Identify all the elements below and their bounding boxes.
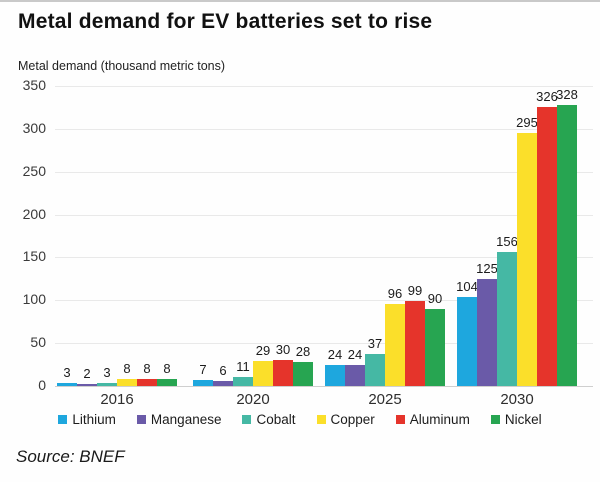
- bar-cobalt-2030: [497, 252, 517, 386]
- legend-item-aluminum: Aluminum: [395, 412, 470, 427]
- bar-value-label: 99: [407, 283, 423, 299]
- bar-copper-2030: [517, 133, 537, 386]
- source-note: Source: BNEF: [16, 447, 125, 466]
- gridline-250: [55, 171, 593, 173]
- bar-group-2030: 104 125 156 295 326 328: [456, 86, 578, 386]
- bar-aluminum-2030: [537, 106, 557, 386]
- y-tick-label: 300: [22, 119, 46, 136]
- bar-value-label: 326: [536, 88, 558, 104]
- bar-aluminum-2020: [273, 360, 293, 386]
- legend-item-copper: Copper: [316, 412, 375, 427]
- bar-value-label: 2: [83, 366, 91, 382]
- bar-aluminum-2016: [137, 379, 157, 386]
- legend-item-manganese: Manganese: [136, 412, 222, 427]
- y-axis-title: Metal demand (thousand metric tons): [18, 59, 226, 73]
- bar-copper-2016: [117, 379, 137, 386]
- bar-value-label: 28: [295, 344, 311, 359]
- bar-cobalt-2020: [233, 376, 253, 386]
- bar-lithium-2016: [57, 383, 77, 386]
- x-tick-label-2025: 2025: [368, 391, 402, 408]
- bar-value-label: 24: [327, 347, 343, 363]
- bar-copper-2020: [253, 361, 273, 386]
- gridline-0: [55, 386, 593, 387]
- legend-label: Aluminum: [409, 412, 470, 427]
- bar-aluminum-2025: [405, 301, 425, 386]
- bar-value-label: 104: [456, 278, 478, 294]
- bar-value-label: 8: [123, 361, 131, 377]
- legend-item-nickel: Nickel: [490, 412, 542, 427]
- bar-nickel-2030: [557, 104, 577, 386]
- y-tick-label: 250: [22, 162, 46, 179]
- bar-nickel-2020: [293, 362, 313, 386]
- aluminum-swatch-icon: [395, 415, 405, 424]
- y-tick-label: 50: [30, 334, 46, 351]
- bar-value-label: 90: [427, 290, 443, 306]
- legend: Lithium Manganese Cobalt Copper Aluminum Nick…: [0, 412, 600, 427]
- bar-manganese-2025: [345, 365, 365, 386]
- bar-group-2020: 7 6 11 29 30 28: [193, 86, 313, 386]
- bar-value-label: 6: [219, 362, 227, 378]
- gridline-300: [55, 128, 593, 130]
- bar-lithium-2020: [193, 380, 213, 386]
- nickel-swatch-icon: [490, 415, 500, 424]
- bar-nickel-2025: [425, 308, 445, 386]
- legend-label: Manganese: [150, 412, 222, 427]
- bar-cobalt-2025: [365, 354, 385, 386]
- bar-value-label: 295: [516, 115, 538, 131]
- gridline-200: [55, 214, 593, 216]
- lithium-swatch-icon: [58, 415, 68, 424]
- y-tick-label: 150: [22, 248, 46, 265]
- bar-lithium-2030: [457, 296, 477, 386]
- bar-value-label: 328: [556, 86, 578, 102]
- legend-item-lithium: Lithium: [58, 412, 116, 427]
- legend-item-cobalt: Cobalt: [242, 412, 296, 427]
- y-tick-label: 200: [22, 205, 46, 222]
- bar-value-label: 24: [347, 347, 363, 363]
- bar-copper-2025: [385, 303, 405, 386]
- bar-value-label: 11: [236, 358, 250, 374]
- bar-value-label: 30: [275, 342, 291, 358]
- bar-lithium-2025: [325, 365, 345, 386]
- x-tick-label-2030: 2030: [500, 391, 534, 408]
- legend-label: Lithium: [72, 412, 116, 427]
- bar-value-label: 29: [255, 343, 271, 359]
- bar-group-2025: 24 24 37 96 99 90: [325, 86, 445, 386]
- bar-value-label: 3: [63, 365, 71, 381]
- bar-value-label: 8: [143, 361, 151, 377]
- bar-nickel-2016: [157, 379, 177, 386]
- bar-value-label: 96: [387, 285, 403, 301]
- bar-value-label: 3: [103, 365, 111, 381]
- bar-cobalt-2016: [97, 383, 117, 386]
- gridline-50: [55, 343, 593, 345]
- x-tick-label-2016: 2016: [100, 391, 134, 408]
- gridline-350: [55, 86, 593, 87]
- copper-swatch-icon: [316, 415, 326, 424]
- y-tick-label: 350: [22, 77, 46, 93]
- bar-value-label: 125: [476, 260, 498, 276]
- plot-area: 3 2 3 8 8 8 7 6 11 29 30 28 24 24 37 96 99 90 104 125 156 295…: [55, 86, 593, 387]
- bar-value-label: 7: [199, 362, 207, 377]
- bar-value-label: 8: [163, 361, 171, 377]
- bar-manganese-2016: [77, 384, 97, 386]
- y-tick-label: 0: [38, 377, 46, 393]
- gridline-150: [55, 257, 593, 259]
- gridline-100: [55, 300, 593, 302]
- y-tick-label: 100: [22, 291, 46, 308]
- bar-manganese-2020: [213, 380, 233, 386]
- bar-value-label: 156: [496, 234, 518, 250]
- legend-label: Nickel: [504, 412, 542, 427]
- manganese-swatch-icon: [136, 415, 146, 424]
- cobalt-swatch-icon: [242, 415, 252, 424]
- x-tick-label-2020: 2020: [236, 391, 270, 408]
- legend-label: Cobalt: [256, 412, 296, 427]
- bar-value-label: 37: [367, 336, 383, 352]
- page-title: Metal demand for EV batteries set to ris…: [18, 10, 433, 33]
- bar-manganese-2030: [477, 278, 497, 386]
- legend-label: Copper: [330, 412, 375, 427]
